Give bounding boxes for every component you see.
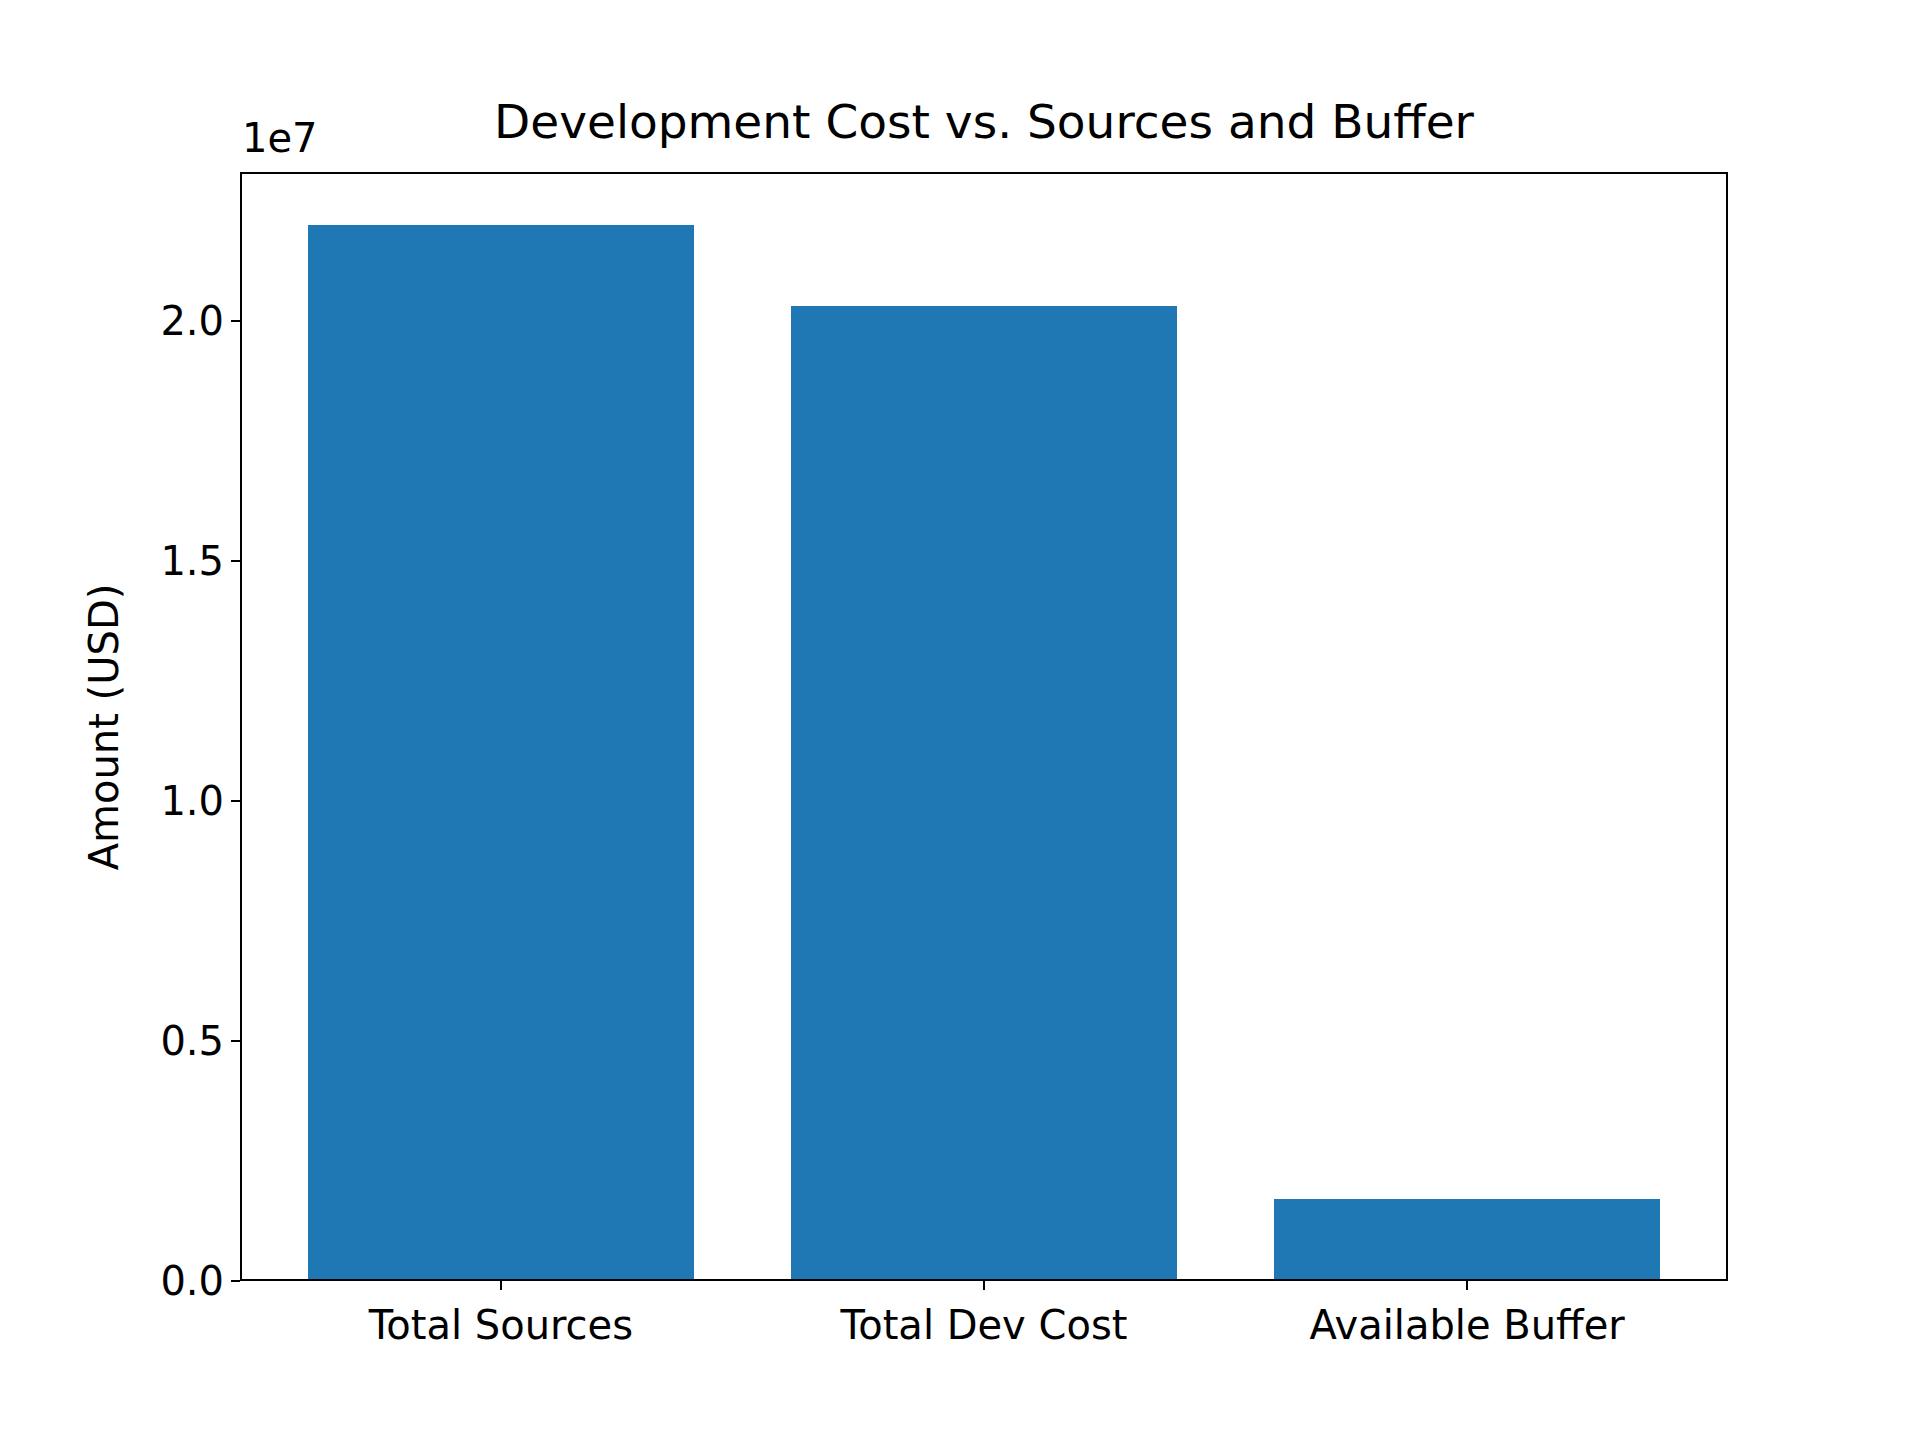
x-tick-mark [500,1281,502,1290]
chart-title: Development Cost vs. Sources and Buffer [240,96,1728,148]
x-tick-label-total-dev-cost: Total Dev Cost [841,1303,1128,1347]
x-tick-mark [1466,1281,1468,1290]
bar-total-sources [308,225,694,1281]
y-tick-mark [231,560,240,562]
y-axis-label: Amount (USD) [81,584,127,871]
x-tick-label-total-sources: Total Sources [369,1303,633,1347]
y-tick-mark [231,1280,240,1282]
y-tick-mark [231,320,240,322]
y-tick-mark [231,1040,240,1042]
figure: Development Cost vs. Sources and Buffer … [0,0,1920,1440]
y-tick-label: 1.5 [160,541,224,581]
x-tick-label-available-buffer: Available Buffer [1310,1303,1625,1347]
y-axis-offset-label: 1e7 [242,116,318,160]
y-tick-label: 1.0 [160,781,224,821]
y-tick-label: 2.0 [160,301,224,341]
plot-area: 0.00.51.01.52.0 Total SourcesTotal Dev C… [240,172,1728,1281]
bar-available-buffer [1274,1199,1660,1281]
y-tick-mark [231,800,240,802]
x-tick-mark [983,1281,985,1290]
y-tick-label: 0.0 [160,1261,224,1301]
y-tick-label: 0.5 [160,1021,224,1061]
bar-total-dev-cost [791,306,1177,1281]
